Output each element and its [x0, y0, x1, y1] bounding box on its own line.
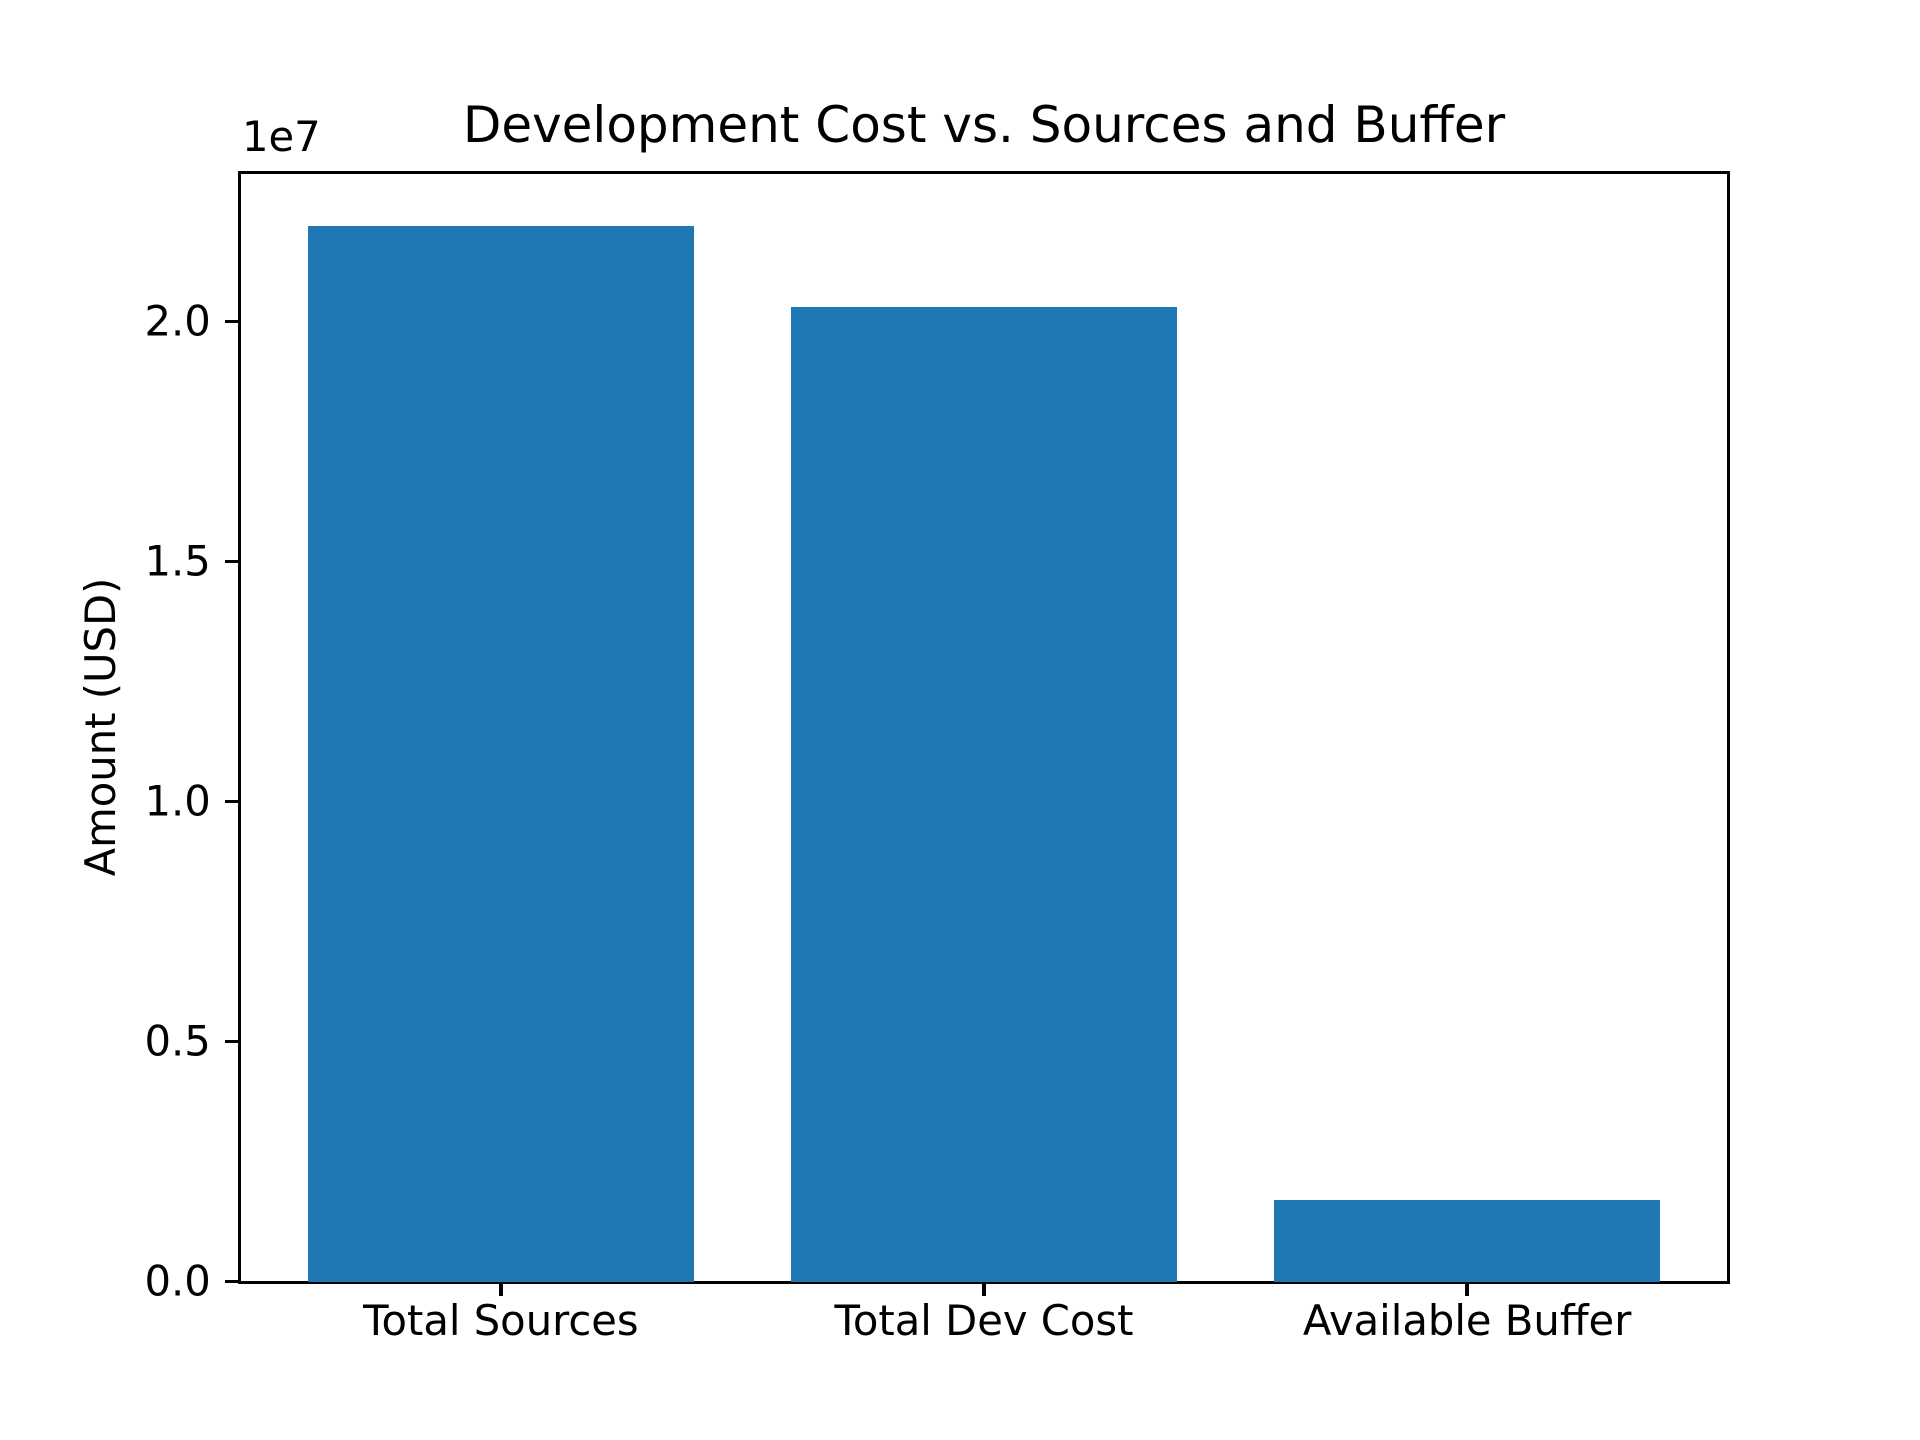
y-tick-mark	[225, 319, 240, 324]
y-tick-label: 2.0	[144, 295, 211, 345]
y-axis-label: Amount (USD)	[76, 577, 126, 877]
x-tick-label-total-sources: Total Sources	[363, 1295, 639, 1345]
x-tick-mark	[1465, 1281, 1469, 1297]
bar-total-dev-cost	[790, 307, 1178, 1282]
y-tick-mark	[225, 559, 240, 564]
y-tick-mark	[225, 799, 240, 804]
chart-title: Development Cost vs. Sources and Buffer	[462, 96, 1506, 154]
bar-total-sources	[307, 225, 695, 1282]
y-tick-label: 1.5	[144, 535, 211, 585]
x-tick-label-total-dev-cost: Total Dev Cost	[834, 1295, 1134, 1345]
y-tick-mark	[225, 1039, 240, 1044]
y-tick-label: 1.0	[144, 775, 211, 825]
plot-area	[238, 171, 1730, 1283]
y-axis-offset-text: 1e7	[242, 112, 321, 161]
bar-available-buffer	[1273, 1200, 1661, 1282]
y-tick-mark	[225, 1279, 240, 1284]
x-tick-label-available-buffer: Available Buffer	[1302, 1295, 1632, 1345]
y-tick-label: 0.0	[144, 1255, 211, 1305]
y-tick-label: 0.5	[144, 1015, 211, 1065]
x-tick-mark	[982, 1281, 986, 1297]
x-tick-mark	[499, 1281, 503, 1297]
